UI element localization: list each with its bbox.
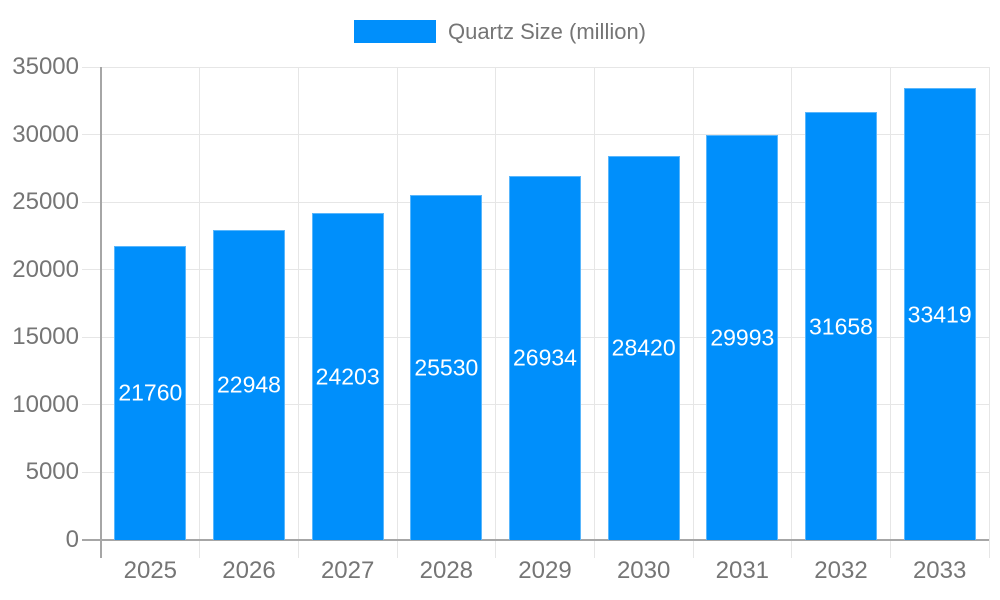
bar[interactable]: 33419: [903, 88, 976, 540]
x-axis-tick-label: 2028: [419, 557, 474, 584]
bar[interactable]: 28420: [607, 155, 680, 540]
y-axis-tick-label: 35000: [12, 53, 79, 80]
v-gridline: [199, 67, 201, 558]
x-axis-tick-label: 2031: [715, 557, 770, 584]
v-gridline: [495, 67, 497, 558]
bar-value-label: 28420: [611, 334, 676, 361]
v-gridline: [396, 67, 398, 558]
bar-value-label: 29993: [710, 324, 775, 351]
x-axis-tick-label: 2025: [123, 557, 178, 584]
y-axis-tick-label: 30000: [12, 120, 79, 148]
y-axis-tick-label: 20000: [12, 255, 79, 283]
y-axis-tick-label: 15000: [12, 323, 79, 351]
v-gridline: [593, 67, 595, 558]
plot-area: 21760 22948 24203 25530 26934 28420 29993 31658…: [82, 66, 990, 558]
bar[interactable]: 21760: [114, 245, 187, 540]
v-gridline: [692, 67, 694, 558]
x-axis-tick-label: 2027: [320, 557, 375, 584]
x-axis-line: [82, 539, 989, 541]
x-axis-tick-label: 2029: [518, 557, 572, 584]
bar[interactable]: 29993: [706, 134, 779, 540]
legend-swatch-icon: [353, 20, 436, 43]
bar[interactable]: 25530: [410, 194, 483, 540]
bar[interactable]: 31658: [804, 112, 877, 540]
bar[interactable]: 22948: [212, 229, 285, 540]
legend-label: Quartz Size (million): [447, 19, 647, 44]
v-gridline: [791, 67, 793, 558]
bar-value-label: 26934: [513, 344, 577, 371]
bar-value-label: 33419: [907, 301, 972, 328]
v-gridline: [297, 67, 299, 558]
y-axis-tick-label: 25000: [12, 188, 79, 216]
h-gridline: [82, 66, 989, 68]
y-axis-tick-label: 10000: [12, 390, 79, 418]
x-axis-tick-label: 2030: [616, 557, 671, 584]
x-axis-tick-label: 2026: [222, 557, 276, 584]
h-gridline: [82, 134, 989, 136]
bar-value-label: 22948: [217, 371, 281, 398]
v-gridline: [988, 67, 990, 558]
chart-legend[interactable]: Quartz Size (million): [0, 20, 1000, 43]
y-axis-tick-label: 5000: [25, 458, 79, 486]
bar-value-label: 25530: [414, 354, 479, 381]
bar-value-label: 21760: [118, 379, 183, 406]
v-gridline: [889, 67, 891, 558]
y-axis-tick-label: 0: [65, 526, 79, 553]
y-axis-line: [100, 67, 102, 558]
bar[interactable]: 26934: [508, 176, 581, 540]
bar[interactable]: 24203: [311, 212, 384, 540]
x-axis-tick-label: 2032: [814, 557, 868, 584]
bar-value-label: 24203: [315, 363, 380, 390]
x-axis-tick-label: 2033: [912, 557, 967, 584]
bar-value-label: 31658: [809, 313, 873, 340]
